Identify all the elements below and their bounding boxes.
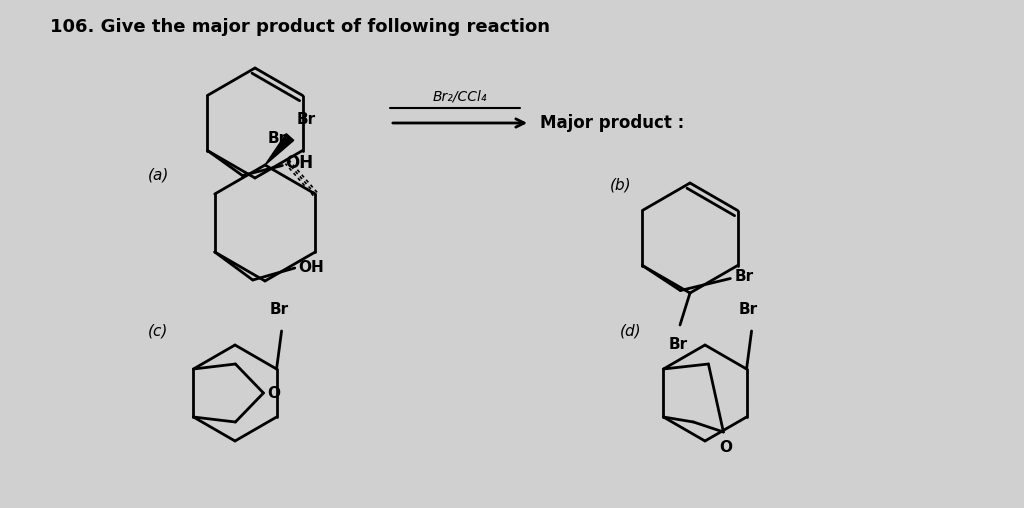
Text: OH: OH bbox=[298, 261, 324, 275]
Text: Br: Br bbox=[267, 131, 287, 146]
Text: Br: Br bbox=[669, 337, 687, 352]
Text: Br: Br bbox=[739, 302, 758, 317]
Polygon shape bbox=[265, 134, 294, 165]
Text: (a): (a) bbox=[148, 168, 169, 183]
Text: Major product :: Major product : bbox=[540, 114, 684, 132]
Text: (d): (d) bbox=[620, 323, 642, 338]
Text: Br: Br bbox=[297, 112, 316, 127]
Text: Br: Br bbox=[734, 269, 754, 284]
Text: OH: OH bbox=[286, 154, 313, 173]
Text: O: O bbox=[267, 386, 281, 400]
Text: (c): (c) bbox=[148, 323, 168, 338]
Text: Br: Br bbox=[270, 302, 289, 317]
Text: (b): (b) bbox=[610, 178, 632, 193]
Text: Br₂/CCl₄: Br₂/CCl₄ bbox=[433, 89, 487, 103]
Text: 106. Give the major product of following reaction: 106. Give the major product of following… bbox=[50, 18, 550, 36]
Text: O: O bbox=[719, 440, 732, 455]
